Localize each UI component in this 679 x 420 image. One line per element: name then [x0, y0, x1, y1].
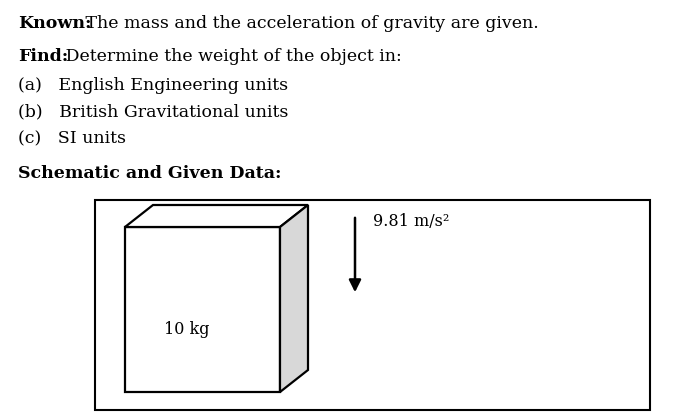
- Bar: [95, 200, 650, 410]
- Text: Known:: Known:: [18, 15, 92, 32]
- Text: (a)   English Engineering units: (a) English Engineering units: [18, 77, 288, 94]
- Text: Schematic and Given Data:: Schematic and Given Data:: [18, 165, 282, 182]
- Polygon shape: [125, 205, 308, 227]
- Text: (c)   SI units: (c) SI units: [18, 130, 126, 147]
- Text: Find:: Find:: [18, 48, 69, 65]
- Text: (b)   British Gravitational units: (b) British Gravitational units: [18, 103, 289, 121]
- Text: Determine the weight of the object in:: Determine the weight of the object in:: [60, 48, 402, 65]
- Text: 10 kg: 10 kg: [164, 321, 210, 338]
- Text: 9.81 m/s²: 9.81 m/s²: [373, 213, 449, 230]
- Polygon shape: [280, 205, 308, 392]
- Text: The mass and the acceleration of gravity are given.: The mass and the acceleration of gravity…: [80, 15, 538, 32]
- Bar: [125, 227, 280, 392]
